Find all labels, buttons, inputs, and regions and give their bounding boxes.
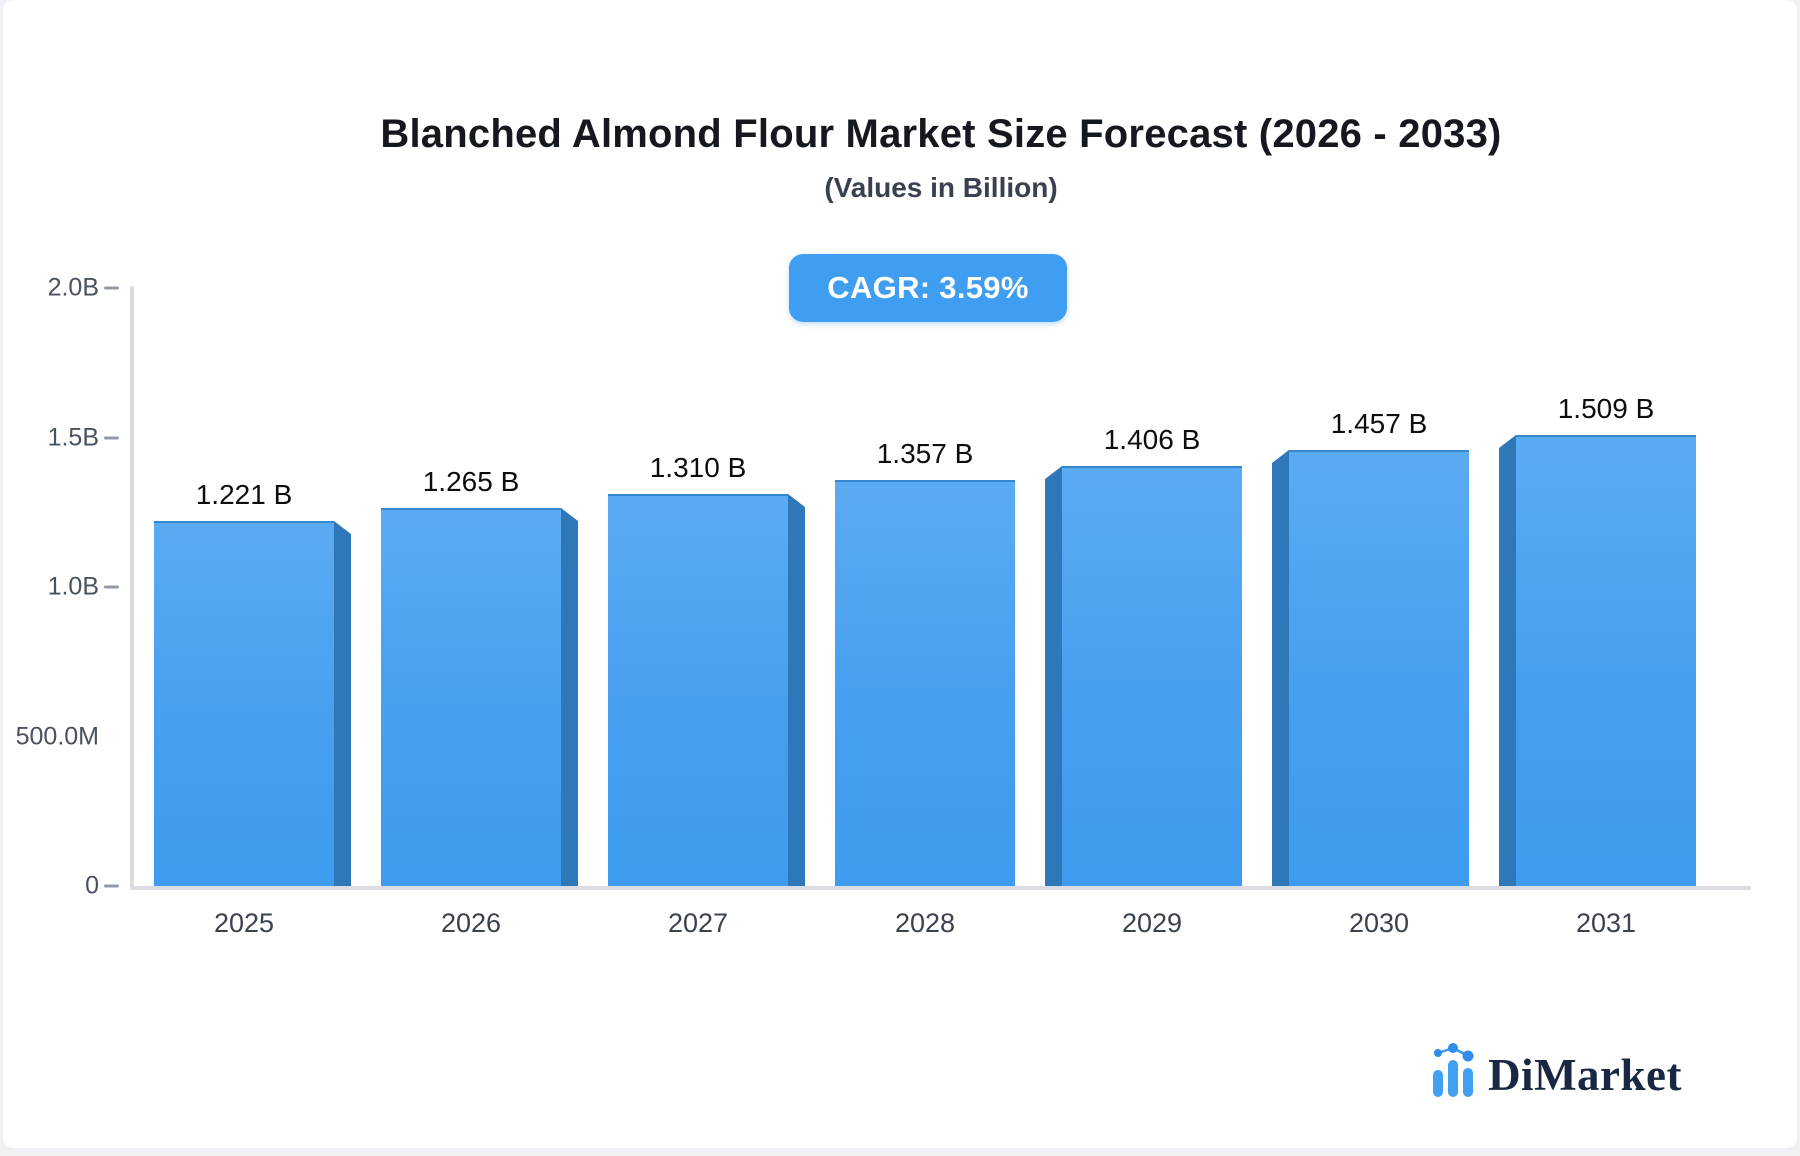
- bar-value-label: 1.221 B: [195, 479, 293, 510]
- bar-face[interactable]: [1062, 466, 1242, 886]
- brand-logo: DiMarket: [1430, 1036, 1682, 1098]
- y-axis-tick: [104, 585, 119, 589]
- x-axis-label: 2029: [1121, 908, 1183, 938]
- y-axis-label: 1.5B: [47, 423, 99, 451]
- bar-value-label: 1.265 B: [422, 466, 520, 497]
- cagr-badge-label: CAGR: 3.59%: [827, 270, 1029, 305]
- y-axis-tick: [104, 286, 119, 290]
- brand-logo-text: DiMarket: [1488, 1050, 1682, 1100]
- cagr-badge: CAGR: 3.59%: [789, 254, 1067, 322]
- bar-face[interactable]: [381, 508, 561, 886]
- x-axis-line: [130, 886, 1751, 890]
- bar-side: [788, 494, 805, 886]
- x-axis-label: 2031: [1575, 908, 1637, 938]
- y-axis-tick: [104, 436, 119, 439]
- bar-value-label: 1.509 B: [1557, 393, 1655, 424]
- bar-side: [334, 521, 351, 886]
- y-axis-label: 500.0M: [15, 722, 99, 750]
- chart-card: Blanched Almond Flour Market Size Foreca…: [3, 0, 1797, 1148]
- x-axis-label: 2027: [667, 908, 729, 938]
- bar-face[interactable]: [1516, 435, 1696, 886]
- page-title: Blanched Almond Flour Market Size Foreca…: [380, 112, 1502, 156]
- bar-side: [561, 508, 578, 886]
- y-axis-label: 1.0B: [47, 572, 99, 601]
- y-axis-label: 2.0B: [47, 273, 99, 302]
- y-axis-line: [130, 286, 134, 890]
- bar-value-label: 1.406 B: [1103, 424, 1201, 455]
- bar-side: [1272, 450, 1289, 886]
- bar-side: [1499, 435, 1516, 886]
- bar-side: [1045, 466, 1062, 886]
- bar-value-label: 1.457 B: [1330, 408, 1428, 439]
- x-axis-label: 2025: [213, 908, 275, 938]
- bar-chart-trend-icon: [1433, 1043, 1474, 1097]
- x-axis-label: 2030: [1348, 908, 1410, 938]
- bar-face[interactable]: [608, 494, 788, 886]
- bar-face[interactable]: [835, 480, 1015, 886]
- x-axis-label: 2026: [440, 908, 502, 938]
- bar-value-label: 1.310 B: [649, 452, 747, 483]
- bar-value-label: 1.357 B: [876, 438, 974, 469]
- y-axis-tick: [104, 884, 119, 888]
- bar-face[interactable]: [154, 521, 334, 886]
- bar-face[interactable]: [1289, 450, 1469, 886]
- y-axis-label: 0: [85, 871, 99, 900]
- x-axis-label: 2028: [894, 908, 956, 938]
- page-subtitle: (Values in Billion): [824, 172, 1058, 203]
